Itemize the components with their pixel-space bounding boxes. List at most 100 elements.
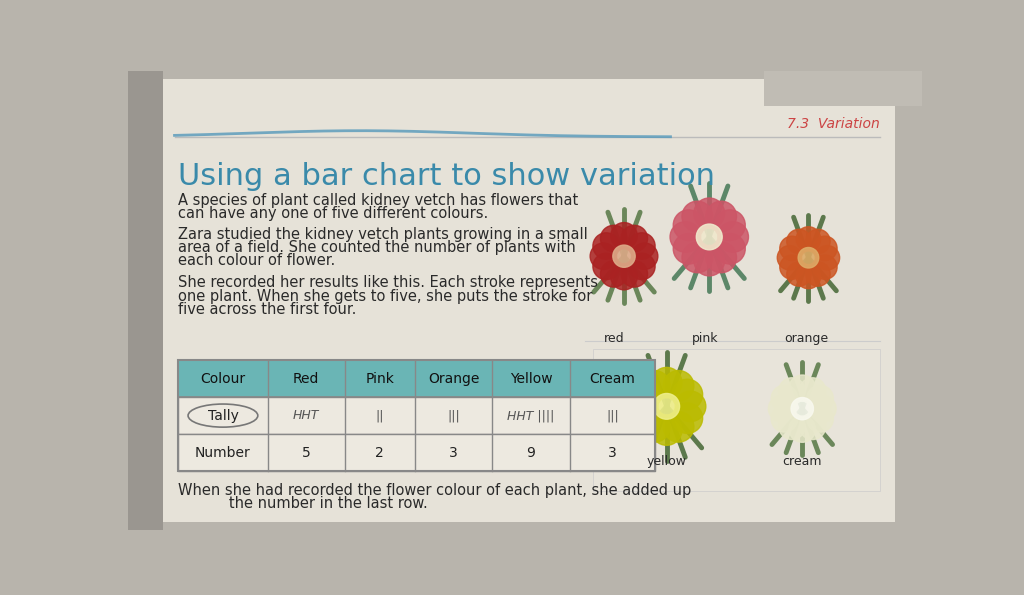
Text: 3: 3: [450, 446, 458, 459]
Text: A species of plant called kidney vetch has flowers that: A species of plant called kidney vetch h…: [178, 193, 579, 208]
Text: 9: 9: [526, 446, 536, 459]
Circle shape: [593, 233, 620, 259]
Circle shape: [590, 243, 616, 270]
Circle shape: [593, 253, 620, 280]
Circle shape: [610, 264, 637, 290]
Text: 2: 2: [376, 446, 384, 459]
Text: Yellow: Yellow: [510, 372, 552, 386]
Circle shape: [612, 245, 635, 267]
Text: 7.3  Variation: 7.3 Variation: [787, 117, 880, 131]
Circle shape: [790, 416, 815, 442]
Text: Orange: Orange: [428, 372, 479, 386]
Circle shape: [778, 378, 805, 404]
Circle shape: [815, 246, 840, 270]
Text: 5: 5: [302, 446, 310, 459]
Circle shape: [806, 262, 830, 286]
Text: pink: pink: [692, 331, 719, 345]
Text: Using a bar chart to show variation: Using a bar chart to show variation: [178, 162, 716, 191]
Text: Number: Number: [195, 446, 251, 459]
Text: |||: |||: [447, 409, 460, 422]
Circle shape: [792, 397, 813, 420]
Circle shape: [621, 226, 647, 252]
Circle shape: [631, 403, 662, 433]
FancyBboxPatch shape: [152, 79, 895, 522]
Circle shape: [651, 415, 682, 445]
Text: HHT ||||: HHT ||||: [507, 409, 555, 422]
Circle shape: [768, 396, 795, 422]
Text: red: red: [603, 331, 625, 345]
Circle shape: [798, 248, 819, 268]
Text: Pink: Pink: [366, 372, 394, 386]
Text: Zara studied the kidney vetch plants growing in a small: Zara studied the kidney vetch plants gro…: [178, 227, 588, 242]
Text: ||: ||: [376, 409, 384, 422]
Text: one plant. When she gets to five, she puts the stroke for: one plant. When she gets to five, she pu…: [178, 289, 593, 303]
FancyBboxPatch shape: [178, 434, 655, 471]
Circle shape: [810, 396, 837, 422]
Circle shape: [664, 412, 694, 442]
Circle shape: [706, 201, 736, 231]
Circle shape: [806, 229, 830, 253]
Text: Tally: Tally: [208, 409, 239, 422]
Text: Cream: Cream: [590, 372, 635, 386]
Circle shape: [807, 385, 834, 412]
FancyBboxPatch shape: [128, 71, 163, 530]
Circle shape: [771, 406, 798, 432]
Circle shape: [664, 371, 694, 401]
Circle shape: [628, 391, 658, 422]
Circle shape: [672, 403, 702, 433]
Circle shape: [771, 385, 798, 412]
Text: She recorded her results like this. Each stroke represents: She recorded her results like this. Each…: [178, 275, 598, 290]
Circle shape: [621, 261, 647, 287]
Circle shape: [673, 210, 703, 240]
Circle shape: [639, 371, 670, 401]
Text: each colour of flower.: each colour of flower.: [178, 253, 336, 268]
Circle shape: [631, 379, 662, 410]
FancyBboxPatch shape: [764, 71, 922, 106]
FancyBboxPatch shape: [178, 397, 655, 434]
Circle shape: [777, 246, 802, 270]
Circle shape: [675, 391, 706, 422]
Text: When she had recorded the flower colour of each plant, she added up: When she had recorded the flower colour …: [178, 483, 691, 497]
Circle shape: [706, 242, 736, 273]
Circle shape: [629, 253, 655, 280]
Text: the number in the last row.: the number in the last row.: [178, 496, 428, 511]
Circle shape: [797, 227, 820, 251]
Circle shape: [800, 414, 825, 440]
Circle shape: [718, 222, 749, 252]
Circle shape: [715, 234, 745, 264]
Circle shape: [790, 375, 815, 402]
Circle shape: [778, 414, 805, 440]
Circle shape: [673, 234, 703, 264]
Circle shape: [600, 226, 627, 252]
Circle shape: [813, 236, 837, 261]
Circle shape: [610, 223, 637, 249]
Text: yellow: yellow: [646, 455, 687, 468]
Circle shape: [780, 236, 804, 261]
Text: orange: orange: [784, 331, 828, 345]
Circle shape: [696, 224, 722, 250]
Circle shape: [813, 255, 837, 279]
Circle shape: [786, 229, 811, 253]
Circle shape: [639, 412, 670, 442]
Circle shape: [682, 242, 713, 273]
FancyBboxPatch shape: [586, 171, 872, 341]
Circle shape: [797, 264, 820, 289]
Circle shape: [800, 378, 825, 404]
Text: cream: cream: [782, 455, 822, 468]
Circle shape: [629, 233, 655, 259]
Text: Red: Red: [293, 372, 319, 386]
Text: five across the first four.: five across the first four.: [178, 302, 356, 317]
Circle shape: [694, 245, 725, 276]
Circle shape: [807, 406, 834, 432]
Text: 3: 3: [608, 446, 616, 459]
Circle shape: [651, 367, 682, 398]
Text: can have any one of five different colours.: can have any one of five different colou…: [178, 206, 488, 221]
Circle shape: [780, 255, 804, 279]
Text: |||: |||: [606, 409, 618, 422]
Text: Colour: Colour: [201, 372, 246, 386]
Circle shape: [600, 261, 627, 287]
Circle shape: [670, 222, 700, 252]
Text: area of a field. She counted the number of plants with: area of a field. She counted the number …: [178, 240, 577, 255]
FancyBboxPatch shape: [178, 360, 655, 397]
Text: HHT: HHT: [293, 409, 319, 422]
